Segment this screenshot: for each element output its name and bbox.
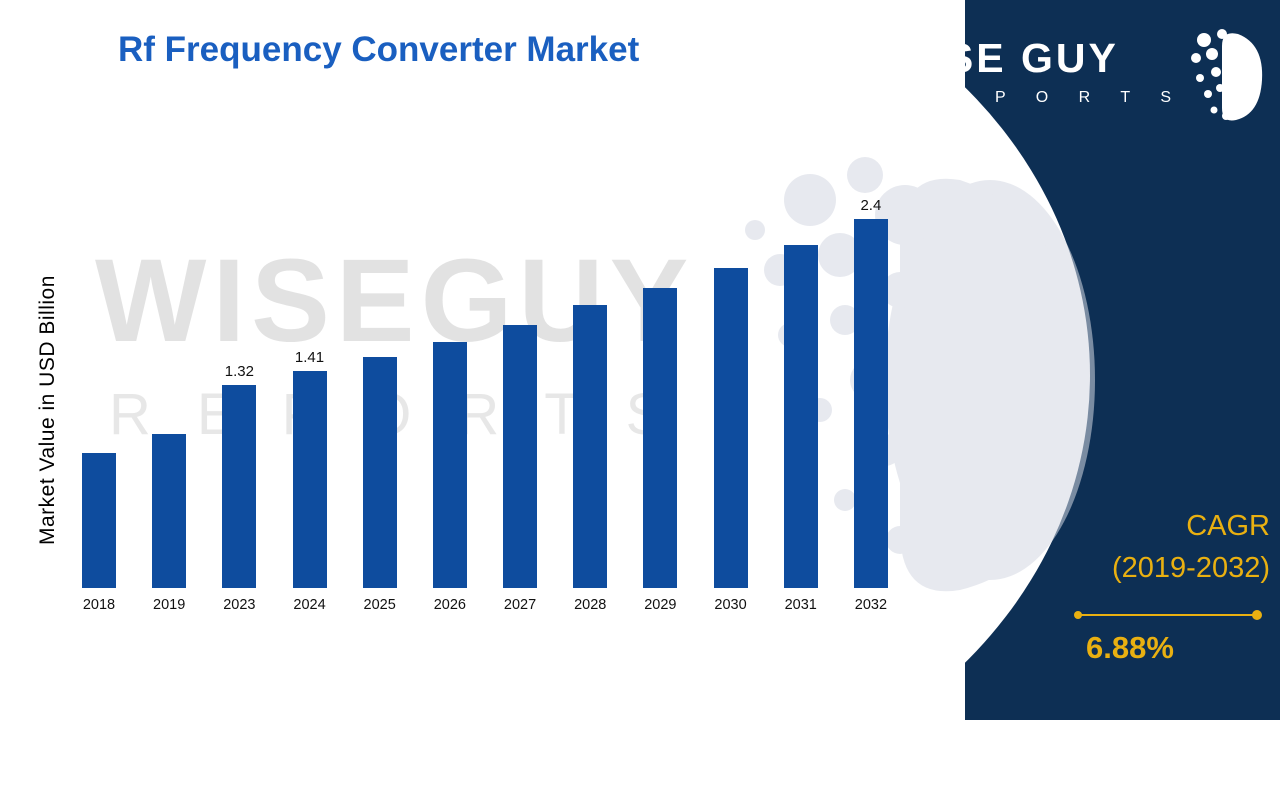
x-axis-label-2027: 2027	[503, 597, 537, 613]
bar-value-label-2024: 1.41	[294, 349, 325, 366]
x-axis-label-2018: 2018	[82, 597, 116, 613]
bar-chart: 2018 2019 1.32 2023 1.41 2024 2025 2026 2027 2028…	[64, 160, 906, 615]
bar-2031	[783, 245, 818, 588]
bar-group-2032: 2.4 2032	[836, 197, 906, 615]
bar-group-2029: 2029	[625, 266, 695, 615]
x-axis-label-2029: 2029	[644, 597, 677, 613]
brand-face-icon	[1191, 29, 1263, 121]
line-dot-right	[1252, 610, 1262, 620]
bar-2023	[222, 385, 257, 588]
cagr-value: 6.88%	[1086, 630, 1174, 665]
x-axis-label-2030: 2030	[714, 597, 747, 613]
x-axis-label-2025: 2025	[363, 597, 396, 613]
x-axis-label-2019: 2019	[153, 597, 186, 613]
bars: 2018 2019 1.32 2023 1.41 2024 2025 2026 2027 2028…	[64, 160, 906, 615]
bar-group-2028: 2028	[555, 283, 625, 615]
brand-logo: WISE GUY R E P O R T S	[890, 26, 1264, 126]
bar-group-2030: 2030	[696, 246, 766, 615]
face-silhouette-watermark	[745, 157, 1095, 592]
bar-group-2027: 2027	[485, 303, 555, 615]
bar-2030	[713, 268, 748, 588]
bar-2026	[432, 342, 467, 588]
bar-group-2024: 1.41 2024	[275, 349, 345, 615]
bar-group-2026: 2026	[415, 320, 485, 615]
brand-subtitle: R E P O R T S	[911, 89, 1184, 106]
page: WISEGUY REPORTS Rf Frequency Converter M…	[36, 0, 1280, 720]
bar-2027	[503, 325, 538, 588]
bar-group-2019: 2019	[134, 412, 204, 615]
line-dot-left	[1074, 611, 1082, 619]
x-axis-label-2024: 2024	[293, 597, 326, 613]
bar-2029	[643, 288, 678, 588]
page-title: Rf Frequency Converter Market	[118, 30, 640, 69]
bar-group-2018: 2018	[64, 431, 134, 615]
x-axis-label-2026: 2026	[433, 597, 466, 613]
bar-value-label-2023: 1.32	[224, 363, 254, 380]
x-axis-label-2028: 2028	[574, 597, 607, 613]
accent-divider-line	[1074, 610, 1262, 620]
x-axis-label-2031: 2031	[784, 597, 817, 613]
bar-2032	[853, 219, 888, 588]
line-bar	[1080, 614, 1254, 616]
bar-2024	[292, 371, 327, 588]
bar-2019	[152, 434, 187, 588]
brand-text: WISE GUY R E P O R T S	[890, 38, 1184, 107]
bar-group-2031: 2031	[766, 223, 836, 615]
bar-group-2023: 1.32 2023	[204, 363, 274, 615]
cagr-range: (2019-2032)	[1112, 552, 1270, 584]
y-axis-label: Market Value in USD Billion	[36, 275, 59, 546]
brand-name: WISE GUY	[889, 35, 1119, 81]
bar-group-2025: 2025	[345, 335, 415, 615]
bar-value-label-2032: 2.4	[860, 197, 882, 214]
x-axis-label-2032: 2032	[854, 597, 888, 613]
cagr-label: CAGR	[1186, 510, 1270, 542]
bar-2018	[82, 453, 116, 588]
x-axis-label-2023: 2023	[223, 597, 256, 613]
cagr-block: CAGR (2019-2032)	[990, 505, 1270, 589]
bar-2025	[362, 357, 397, 588]
bar-2028	[573, 305, 608, 588]
